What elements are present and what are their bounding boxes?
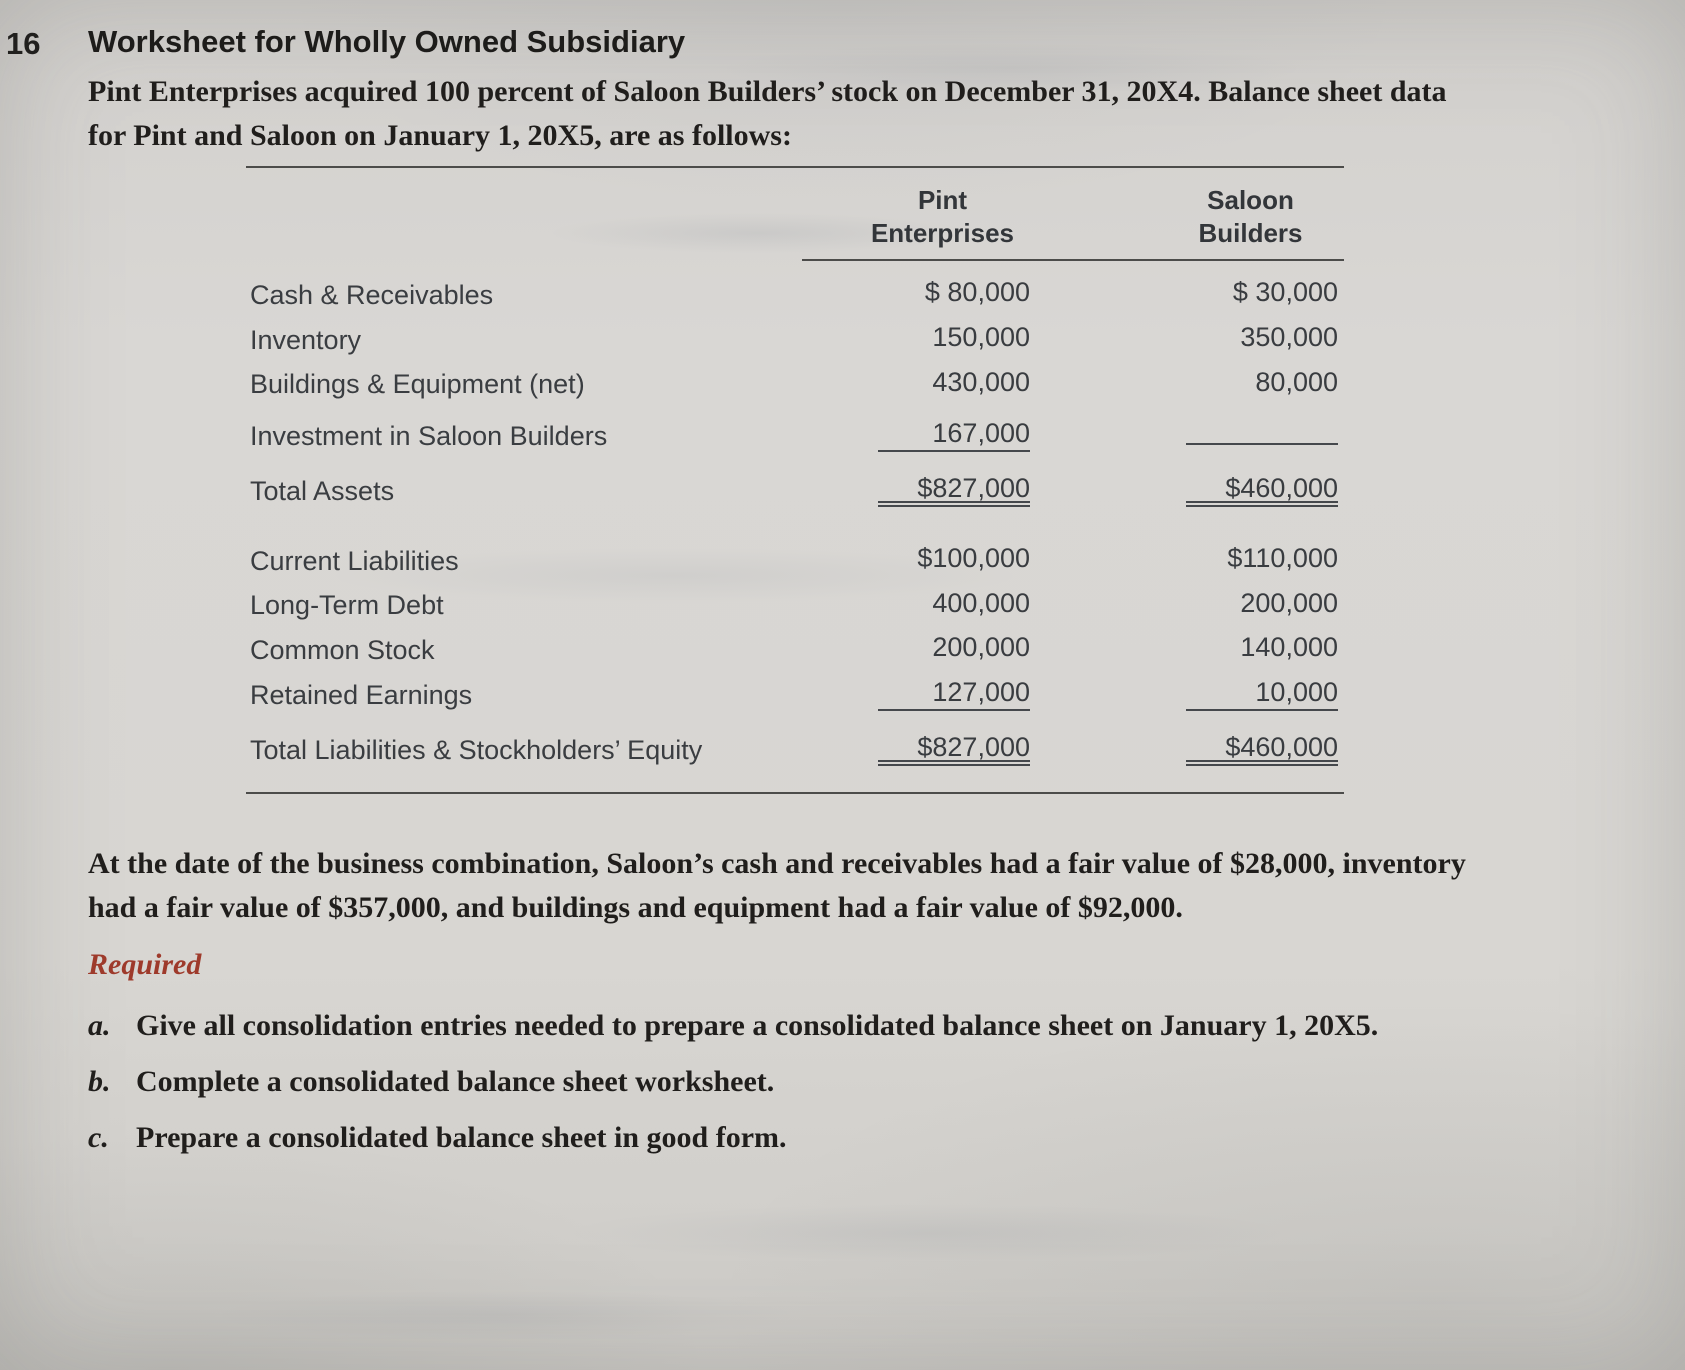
amount-saloon: [1186, 411, 1338, 445]
requirement-text: Give all consolidation entries needed to…: [136, 1009, 1379, 1042]
required-heading: Required: [88, 948, 202, 981]
table-row-total-assets: Total Assets $827,000 $460,000: [246, 457, 1344, 517]
table-row-total-liabilities-equity: Total Liabilities & Stockholders’ Equity…: [246, 716, 1344, 793]
amount-pint: $100,000: [917, 542, 1030, 573]
amount-cell-pint: 430,000: [802, 361, 1036, 406]
amount-cell-saloon: 10,000: [1036, 671, 1344, 716]
amount-saloon: 200,000: [1240, 587, 1338, 618]
amount-cell-saloon: 200,000: [1036, 582, 1344, 627]
amount-cell-saloon: $ 30,000: [1036, 260, 1344, 316]
requirement-letter: c.: [88, 1121, 109, 1154]
row-label: Buildings & Equipment (net): [250, 369, 585, 400]
amount-saloon: $460,000: [1186, 473, 1338, 507]
table-row: Long-Term Debt 400,000 200,000: [246, 582, 1344, 627]
row-label: Current Liabilities: [250, 545, 459, 576]
row-label: Investment in Saloon Builders: [250, 421, 608, 451]
balance-sheet-table: Pint Enterprises Saloon Builders Cash & …: [246, 166, 1344, 794]
amount-pint: $827,000: [878, 732, 1030, 766]
amount-saloon: $110,000: [1227, 542, 1338, 573]
amount-saloon: $460,000: [1186, 732, 1338, 766]
requirement-letter: b.: [88, 1065, 111, 1098]
table-row: Common Stock 200,000 140,000: [246, 626, 1344, 671]
column-header-saloon-label: Saloon Builders: [1198, 185, 1303, 248]
table-row: Investment in Saloon Builders 167,000: [246, 405, 1344, 457]
amount-cell-saloon: 80,000: [1036, 361, 1344, 406]
amount-pint: 400,000: [932, 587, 1030, 618]
amount-cell-saloon: [1036, 405, 1344, 457]
amount-saloon: $ 30,000: [1232, 277, 1338, 307]
problem-title: Worksheet for Wholly Owned Subsidiary: [88, 24, 686, 59]
empty-header-cell: [246, 167, 802, 260]
amount-cell-saloon: 140,000: [1036, 626, 1344, 671]
requirement-text: Complete a consolidated balance sheet wo…: [136, 1065, 775, 1098]
amount-cell-pint: 150,000: [802, 316, 1036, 361]
amount-saloon: 10,000: [1186, 677, 1338, 711]
amount-cell-pint: $100,000: [802, 517, 1036, 582]
amount-saloon: 80,000: [1255, 366, 1338, 397]
amount-cell-pint: 167,000: [802, 405, 1036, 457]
amount-saloon: 350,000: [1240, 321, 1338, 352]
amount-cell-pint: $827,000: [802, 716, 1036, 793]
amount-saloon: 140,000: [1240, 632, 1338, 663]
amount-pint: 150,000: [932, 321, 1030, 352]
row-label: Total Assets: [250, 475, 395, 506]
amount-pint: $827,000: [878, 473, 1030, 507]
table-body: Cash & Receivables $ 80,000 $ 30,000 Inv…: [246, 260, 1344, 793]
column-header-pint: Pint Enterprises: [802, 167, 1036, 261]
amount-pint: 200,000: [932, 632, 1030, 663]
column-header-saloon: Saloon Builders: [1036, 167, 1344, 261]
requirement-letter: a.: [88, 1009, 111, 1042]
row-label: Common Stock: [250, 635, 435, 665]
row-label: Total Liabilities & Stockholders’ Equity: [250, 734, 703, 765]
table-row: Inventory 150,000 350,000: [246, 316, 1344, 361]
amount-pint: 167,000: [878, 418, 1030, 452]
requirement-item-c: c. Prepare a consolidated balance sheet …: [88, 1118, 1548, 1157]
table-row: Retained Earnings 127,000 10,000: [246, 671, 1344, 716]
row-label: Cash & Receivables: [250, 279, 494, 310]
balance-sheet-table-wrap: Pint Enterprises Saloon Builders Cash & …: [246, 166, 1344, 794]
amount-cell-pint: $ 80,000: [802, 260, 1036, 316]
requirement-text: Prepare a consolidated balance sheet in …: [136, 1121, 787, 1154]
amount-cell-pint: 200,000: [802, 626, 1036, 671]
amount-cell-pint: 400,000: [802, 582, 1036, 627]
amount-pint: $ 80,000: [924, 277, 1030, 307]
amount-cell-pint: 127,000: [802, 671, 1036, 716]
intro-paragraph: Pint Enterprises acquired 100 percent of…: [88, 75, 1447, 152]
problem-number: 16: [6, 26, 41, 61]
requirements-list: a. Give all consolidation entries needed…: [88, 1006, 1548, 1174]
requirement-item-b: b. Complete a consolidated balance sheet…: [88, 1062, 1548, 1101]
amount-cell-saloon: $110,000: [1036, 517, 1344, 582]
amount-cell-pint: $827,000: [802, 457, 1036, 517]
row-label: Retained Earnings: [250, 679, 473, 710]
amount-pint: 430,000: [932, 366, 1030, 397]
requirement-item-a: a. Give all consolidation entries needed…: [88, 1006, 1548, 1045]
table-header: Pint Enterprises Saloon Builders: [246, 167, 1344, 261]
amount-cell-saloon: $460,000: [1036, 716, 1344, 793]
row-label: Long-Term Debt: [250, 590, 444, 621]
table-row: Cash & Receivables $ 80,000 $ 30,000: [246, 260, 1344, 316]
table-row: Buildings & Equipment (net) 430,000 80,0…: [246, 361, 1344, 406]
table-row: Current Liabilities $100,000 $110,000: [246, 517, 1344, 582]
amount-pint: 127,000: [878, 677, 1030, 711]
row-label: Inventory: [250, 324, 362, 355]
column-header-pint-label: Pint Enterprises: [870, 185, 1015, 248]
amount-cell-saloon: $460,000: [1036, 457, 1344, 517]
fair-value-paragraph: At the date of the business combination,…: [88, 847, 1466, 924]
amount-cell-saloon: 350,000: [1036, 316, 1344, 361]
